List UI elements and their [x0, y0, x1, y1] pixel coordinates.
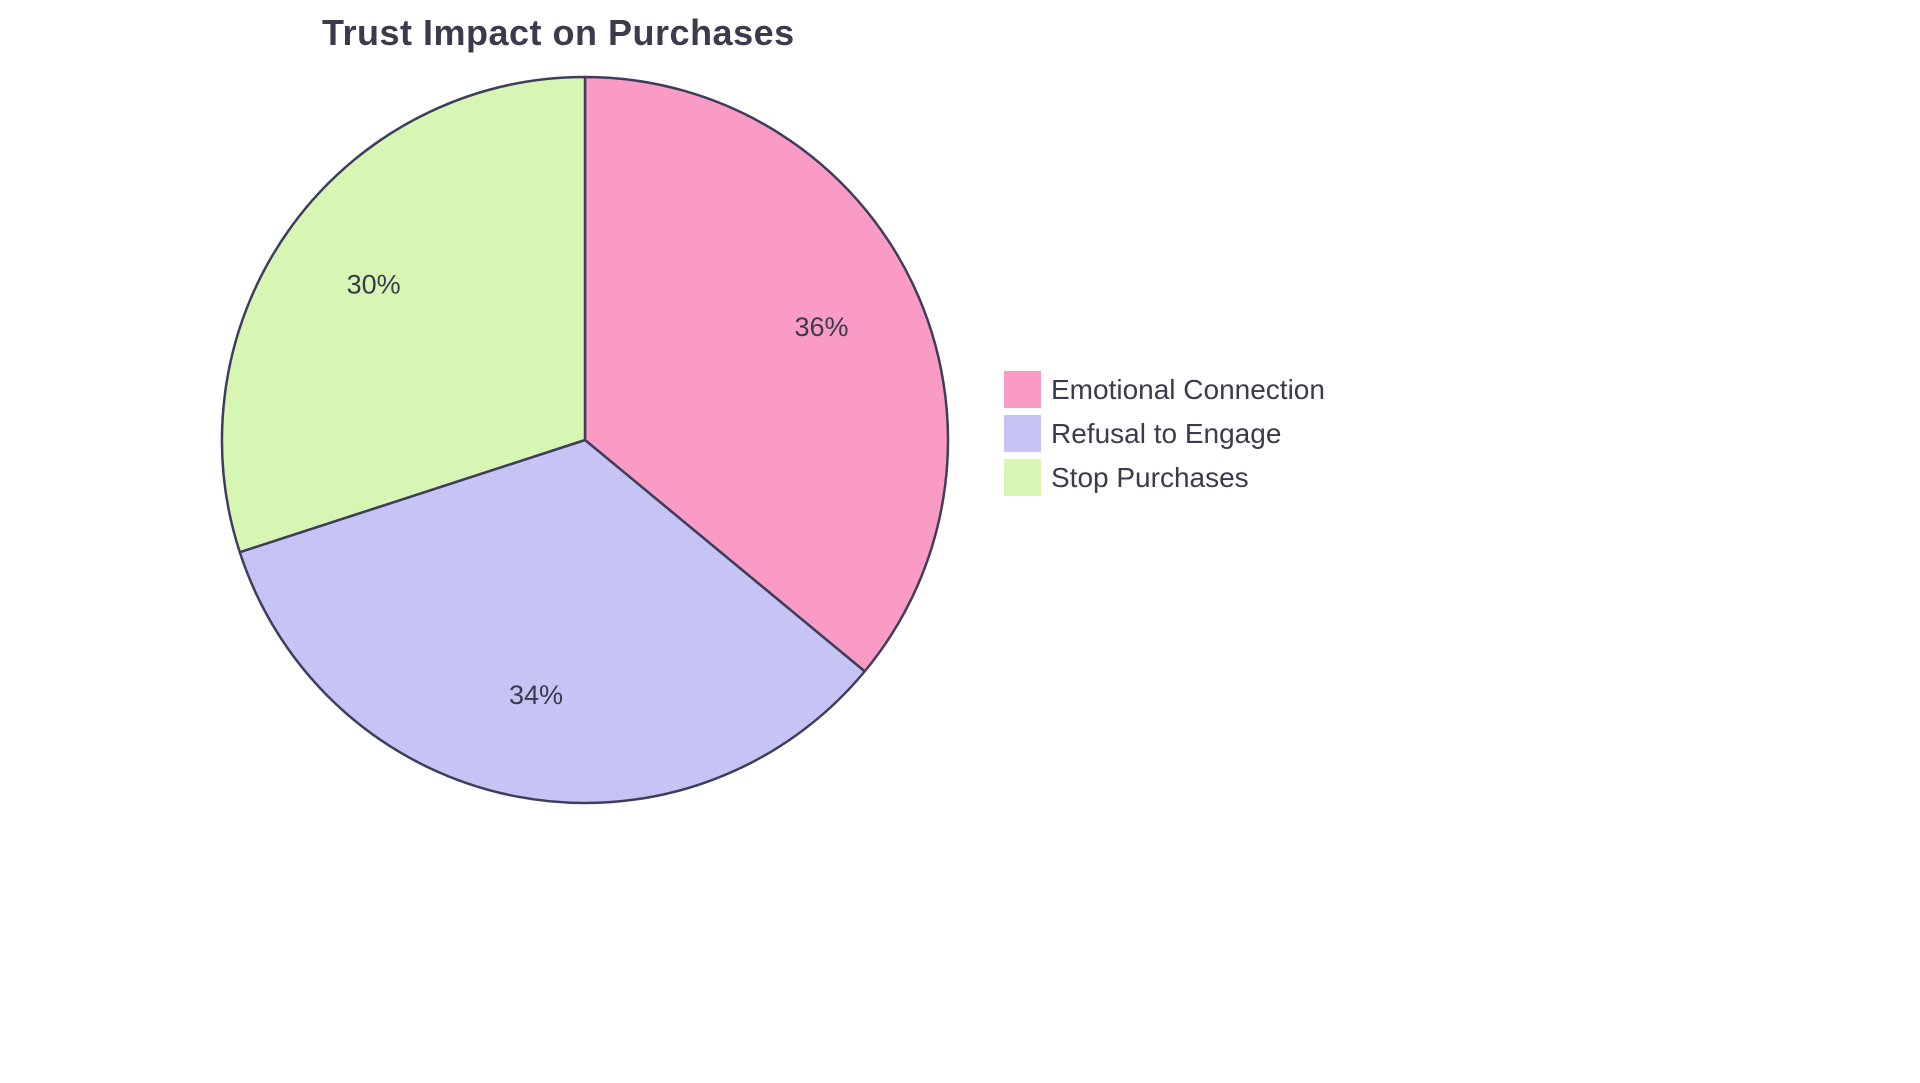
pie-slice-stop-purchases[interactable] [220, 75, 587, 554]
legend-swatch [1004, 371, 1041, 408]
slice-value-label: 36% [794, 312, 848, 342]
legend-label: Emotional Connection [1051, 373, 1325, 405]
legend-label: Refusal to Engage [1051, 417, 1282, 449]
legend-swatch [1004, 459, 1041, 496]
pie-slice-labels: 36% 34% 30% [347, 270, 849, 710]
chart-title: Trust Impact on Purchases [322, 12, 795, 53]
slice-value-label: 34% [509, 680, 563, 710]
legend-item-refusal-to-engage[interactable]: Refusal to Engage [1004, 415, 1325, 452]
legend-item-emotional-connection[interactable]: Emotional Connection [1004, 371, 1325, 408]
pie-slices [220, 75, 950, 805]
legend-swatch [1004, 415, 1041, 452]
legend-item-stop-purchases[interactable]: Stop Purchases [1004, 459, 1325, 496]
legend-label: Stop Purchases [1051, 461, 1249, 493]
chart-legend: Emotional Connection Refusal to Engage Sto… [1004, 371, 1325, 496]
pie-slice-refusal-to-engage[interactable] [238, 438, 866, 805]
pie-slice-emotional-connection[interactable] [583, 75, 950, 673]
slice-value-label: 30% [347, 270, 401, 300]
